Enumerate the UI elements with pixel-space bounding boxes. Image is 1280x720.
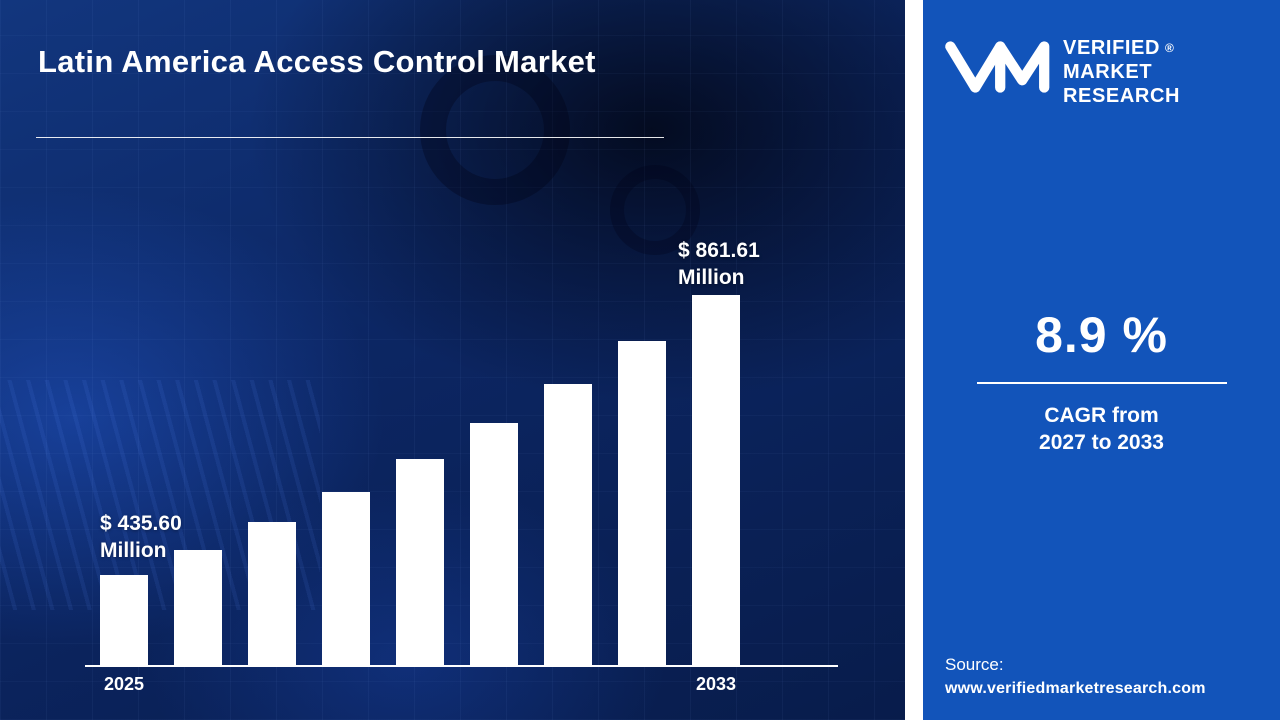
- annotation-first-value: $ 435.60: [100, 512, 182, 535]
- bar-2030: [470, 423, 518, 665]
- bar-2031: [544, 384, 592, 665]
- bar-2027: [248, 522, 296, 665]
- bar-2026: [174, 550, 222, 665]
- vmr-logo-icon: [945, 41, 1050, 93]
- bar-2033: [692, 295, 740, 665]
- annotation-last-value: $ 861.61: [678, 239, 760, 262]
- cagr-caption-line2: 2027 to 2033: [1039, 431, 1164, 454]
- cagr-stat: 8.9 % CAGR from 2027 to 2033: [923, 306, 1280, 456]
- panel-divider: [905, 0, 923, 720]
- bar-2025: [100, 575, 148, 665]
- title-underline: [36, 137, 664, 138]
- annotation-first-bar: $ 435.60 Million: [100, 510, 182, 564]
- source-url[interactable]: www.verifiedmarketresearch.com: [945, 680, 1206, 697]
- brand-line-research: RESEARCH: [1063, 85, 1181, 107]
- cagr-panel: VERIFIED ® MARKET RESEARCH 8.9 % CAGR fro…: [923, 0, 1280, 720]
- x-tick-2025: 2025: [103, 674, 145, 694]
- source-label: Source:: [945, 655, 1004, 674]
- brand-block: VERIFIED ® MARKET RESEARCH: [923, 0, 1280, 108]
- bar-2028: [322, 492, 370, 665]
- bar-2032: [618, 341, 666, 665]
- source-block: Source: www.verifiedmarketresearch.com: [945, 655, 1206, 698]
- cagr-value: 8.9 %: [1035, 307, 1168, 363]
- annotation-first-unit: Million: [100, 539, 167, 562]
- x-tick-2033: 2033: [695, 674, 737, 694]
- annotation-last-bar: $ 861.61 Million: [678, 237, 760, 291]
- cagr-caption-line1: CAGR from: [1044, 404, 1159, 427]
- chart-panel: Latin America Access Control Market $ 43…: [0, 0, 905, 720]
- brand-name: VERIFIED ® MARKET RESEARCH: [1063, 32, 1180, 108]
- cagr-caption: CAGR from 2027 to 2033: [923, 402, 1280, 456]
- stat-divider: [976, 382, 1227, 384]
- bar-2029: [396, 459, 444, 665]
- page-title: Latin America Access Control Market: [38, 44, 596, 79]
- brand-line-market: MARKET: [1063, 61, 1153, 83]
- registered-mark-icon: ®: [1165, 41, 1175, 55]
- annotation-last-unit: Million: [678, 266, 745, 289]
- brand-line-verified: VERIFIED: [1063, 37, 1161, 59]
- x-axis-line: [85, 665, 838, 667]
- bar-series: [100, 295, 740, 665]
